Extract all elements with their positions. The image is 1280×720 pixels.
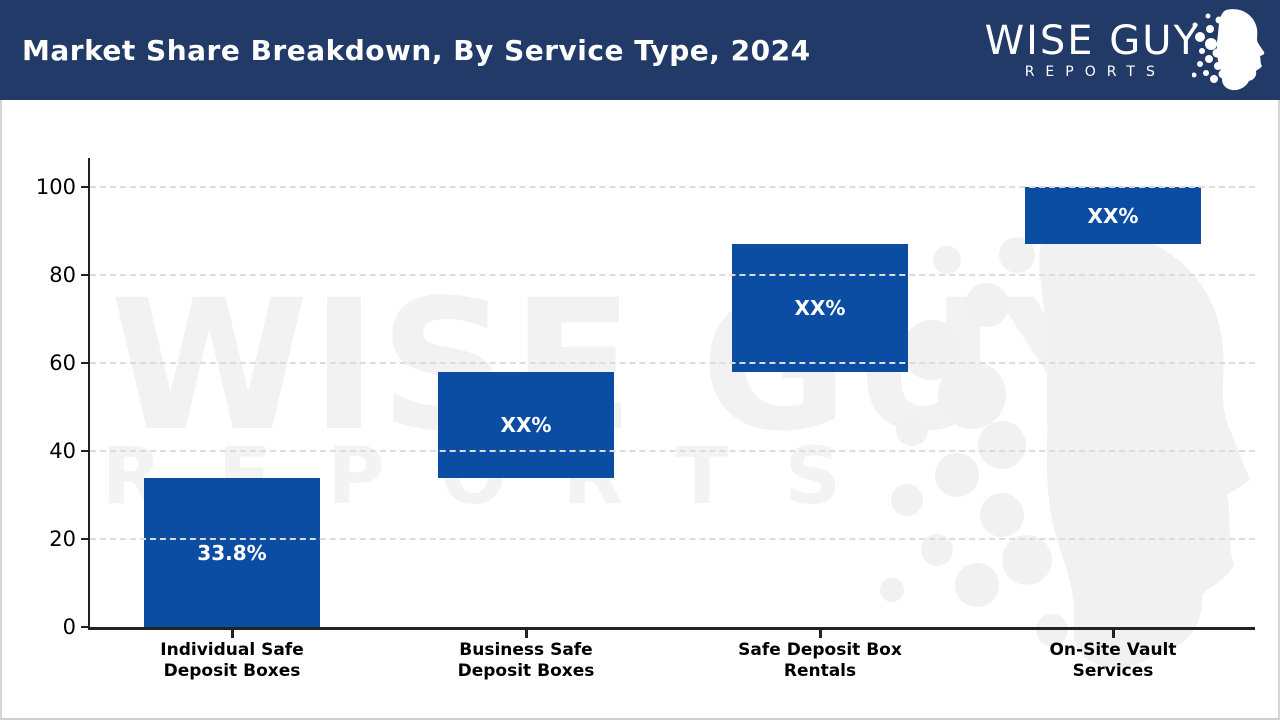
bar-segment: 33.8%: [144, 478, 320, 627]
x-tick-label: Safe Deposit Box Rentals: [700, 640, 940, 682]
x-tick-label-line: Individual Safe: [160, 640, 304, 660]
y-axis-line: [88, 158, 90, 629]
bar-value-label: XX%: [1087, 203, 1139, 228]
x-tick-mark: [1112, 630, 1115, 638]
page-title: Market Share Breakdown, By Service Type,…: [22, 33, 811, 67]
y-tick-label: 60: [49, 351, 76, 375]
y-tick-label: 100: [35, 175, 76, 199]
x-tick-label-line: Business Safe: [459, 640, 593, 660]
y-tick-mark: [81, 186, 88, 188]
logo-sub-text: REPORTS: [1024, 63, 1166, 80]
bar-value-label: XX%: [794, 295, 846, 320]
bar-value-label: XX%: [500, 413, 552, 438]
bar-segment: XX%: [1025, 187, 1201, 245]
y-tick-label: 0: [62, 615, 76, 639]
x-tick-label-line: On-Site Vault: [1049, 640, 1177, 660]
watermark-dotted-head: [870, 231, 1250, 668]
x-tick-label-line: Safe Deposit Box: [738, 640, 902, 660]
gridline: [90, 186, 1255, 188]
x-axis-line: [88, 627, 1255, 630]
x-tick-label: On-Site Vault Services: [993, 640, 1233, 682]
y-tick-mark: [81, 626, 88, 628]
y-tick-mark: [81, 274, 88, 276]
x-tick-label-line: Services: [1072, 661, 1154, 681]
gridline: [90, 450, 1255, 452]
gridline: [90, 274, 1255, 276]
logo-wordmark: WISE GUY REPORTS: [985, 21, 1200, 80]
chart-area: WISE GUY REPORTS 33.8%XX%XX%XX% 02040608…: [0, 100, 1280, 720]
x-tick-label-line: Rentals: [783, 661, 857, 681]
bar-segment: XX%: [732, 244, 908, 372]
x-tick-label: Business Safe Deposit Boxes: [406, 640, 646, 682]
y-tick-label: 80: [49, 263, 76, 287]
x-tick-label-line: Deposit Boxes: [457, 661, 595, 681]
y-tick-mark: [81, 450, 88, 452]
x-tick-label-line: Deposit Boxes: [163, 661, 301, 681]
y-tick-mark: [81, 362, 88, 364]
x-tick-mark: [525, 630, 528, 638]
x-tick-label: Individual Safe Deposit Boxes: [112, 640, 352, 682]
logo-name-text: WISE GUY: [984, 17, 1200, 64]
dotted-head-icon: [1192, 9, 1265, 91]
x-tick-mark: [819, 630, 822, 638]
x-tick-mark: [231, 630, 234, 638]
bar-segment: XX%: [438, 371, 614, 479]
gridline: [90, 538, 1255, 540]
wise-guy-reports-logo: WISE GUY REPORTS: [985, 7, 1266, 93]
gridline: [90, 362, 1255, 364]
header-banner: Market Share Breakdown, By Service Type,…: [0, 0, 1280, 100]
y-tick-label: 40: [49, 439, 76, 463]
y-tick-label: 20: [49, 527, 76, 551]
y-tick-mark: [81, 538, 88, 540]
bar-value-label: 33.8%: [197, 540, 267, 565]
